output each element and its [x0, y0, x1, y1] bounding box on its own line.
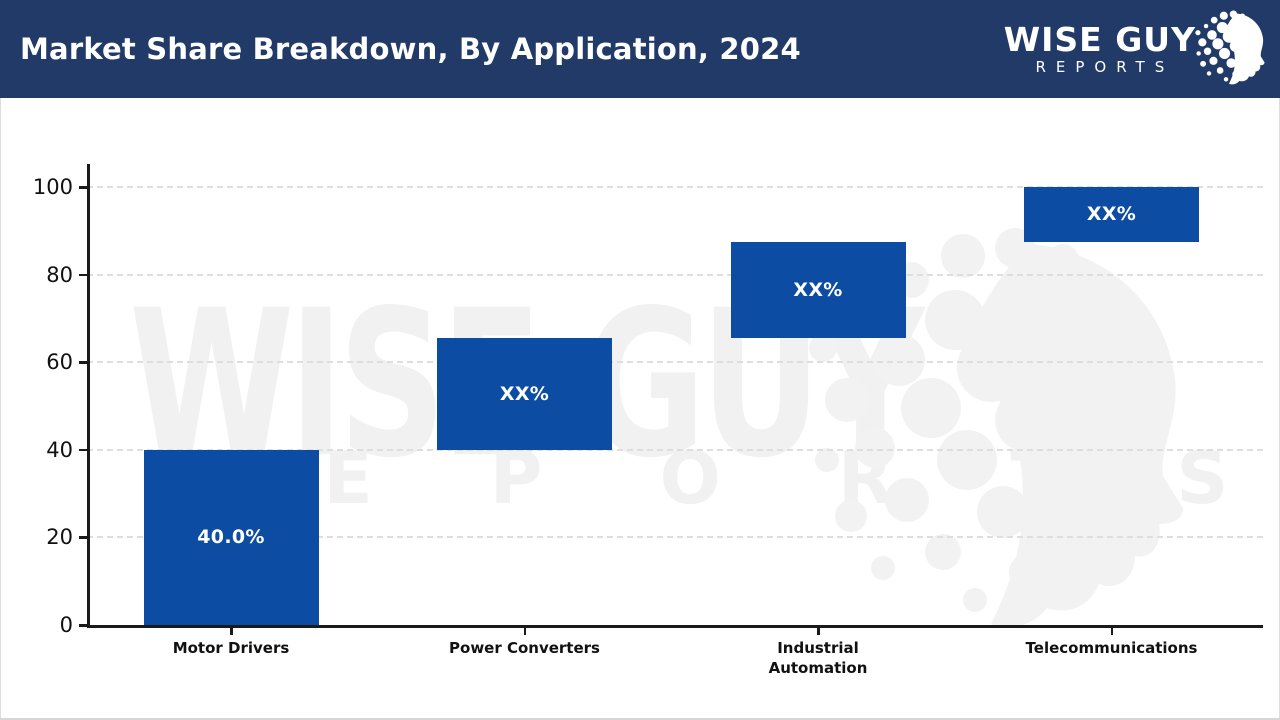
- y-tick-label-60: 60: [46, 350, 73, 375]
- bar-motor-drivers: 40.0%: [143, 449, 319, 625]
- y-tick-label-0: 0: [59, 613, 73, 637]
- x-axis-line: [87, 625, 1263, 628]
- y-tick-label-80: 80: [46, 262, 73, 287]
- y-tick-label-40: 40: [46, 437, 73, 462]
- page-title: Market Share Breakdown, By Application, …: [20, 32, 801, 66]
- x-tick-2: [817, 627, 820, 635]
- y-tick-20: [79, 536, 87, 539]
- y-tick-0: [79, 624, 87, 627]
- wiseguy-logo-subtext: REPORTS: [1035, 58, 1175, 76]
- bar-value-label: XX%: [499, 382, 550, 405]
- gridline-60: [87, 361, 1263, 364]
- bar-industrial-automation: XX%: [730, 241, 906, 339]
- y-tick-100: [79, 186, 87, 189]
- y-tick-label-20: 20: [46, 525, 73, 550]
- y-tick-80: [79, 273, 87, 277]
- bar-value-label: XX%: [793, 278, 843, 301]
- x-category-label: Power Converters: [449, 639, 600, 657]
- wiseguy-logo-text: WISE GUY REPORTS: [1004, 23, 1196, 75]
- y-tick-40: [79, 448, 87, 452]
- gridline-40: [87, 448, 1263, 451]
- wiseguy-logo-wordmark: WISE GUY: [1003, 20, 1196, 59]
- chart-area: WISE GUY R E P O R T S 0 20 40 60 80 100 40.0%…: [0, 98, 1280, 720]
- bar-value-label: 40.0%: [197, 526, 265, 549]
- bar-value-label: XX%: [1086, 203, 1137, 226]
- x-category-label: Motor Drivers: [172, 639, 290, 657]
- x-tick-3: [1110, 627, 1113, 635]
- x-category-label: Industrial Automation: [768, 639, 868, 677]
- y-tick-label-100: 100: [32, 175, 73, 199]
- wiseguy-logo: WISE GUY REPORTS: [1004, 8, 1266, 90]
- wiseguy-head-icon: [1195, 10, 1265, 85]
- gridline-80: [87, 273, 1263, 276]
- x-tick-1: [523, 627, 526, 635]
- gridline-100: [87, 186, 1263, 188]
- header-bar: Market Share Breakdown, By Application, …: [0, 0, 1280, 98]
- bar-telecommunications: XX%: [1024, 187, 1199, 242]
- y-tick-60: [79, 361, 87, 364]
- y-axis-line: [87, 164, 90, 627]
- x-category-label: Telecommunications: [1025, 639, 1198, 657]
- x-tick-0: [230, 627, 233, 635]
- bar-power-converters: XX%: [437, 338, 612, 450]
- gridline-20: [87, 536, 1263, 539]
